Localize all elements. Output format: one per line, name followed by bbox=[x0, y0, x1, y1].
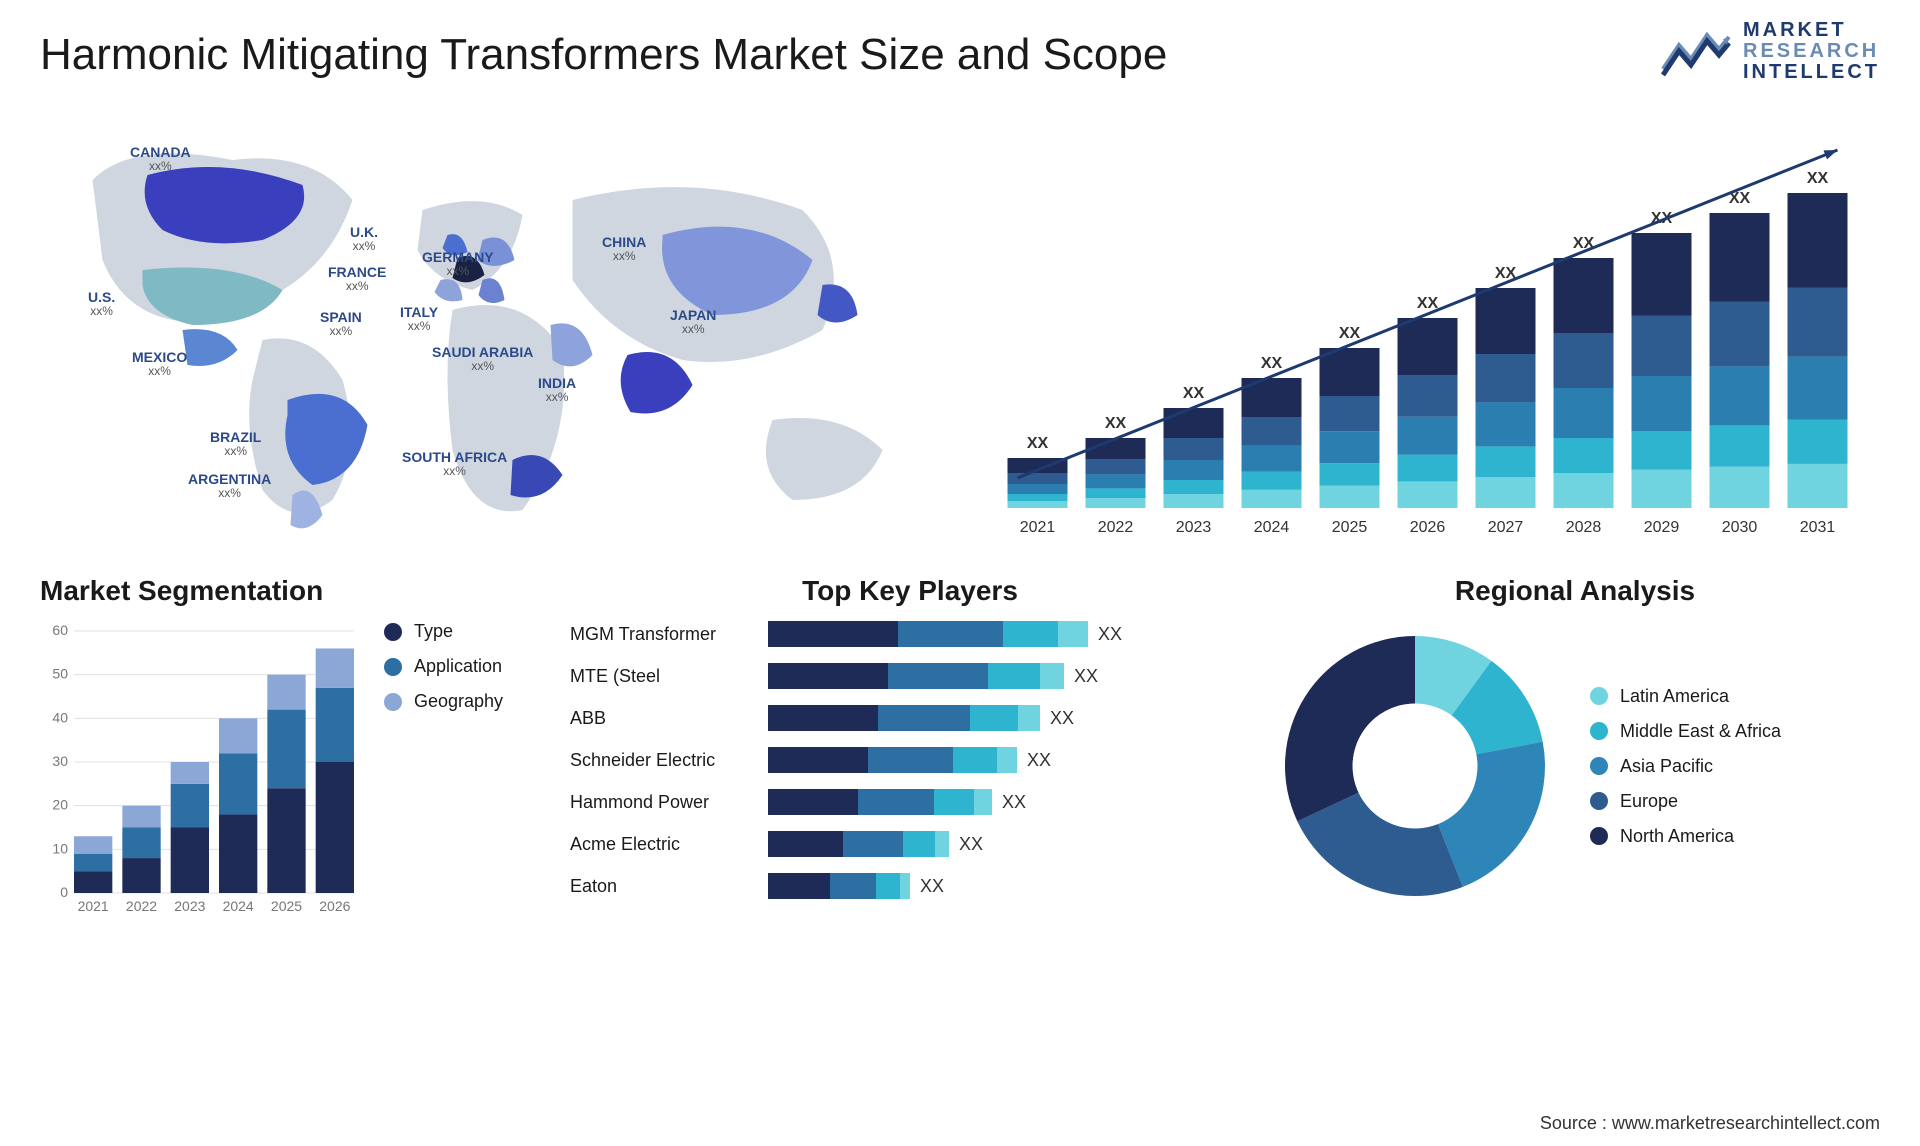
segmentation-panel: Market Segmentation 0 10 20 30 40 50 60 2021 202… bbox=[40, 575, 550, 921]
legend-item: Middle East & Africa bbox=[1590, 721, 1781, 742]
player-bar-row: XX bbox=[768, 663, 1250, 689]
donut-chart bbox=[1270, 621, 1560, 911]
logo-line2: RESEARCH bbox=[1743, 41, 1880, 62]
player-bar-row: XX bbox=[768, 621, 1250, 647]
svg-text:10: 10 bbox=[52, 840, 68, 856]
brand-logo: MARKET RESEARCH INTELLECT bbox=[1661, 20, 1880, 83]
player-value: XX bbox=[920, 876, 944, 897]
page-title: Harmonic Mitigating Transformers Market … bbox=[40, 30, 1167, 80]
map-label: JAPANxx% bbox=[670, 308, 716, 337]
svg-text:2031: 2031 bbox=[1800, 519, 1836, 536]
svg-text:30: 30 bbox=[52, 753, 68, 769]
svg-text:20: 20 bbox=[52, 797, 68, 813]
map-label: INDIAxx% bbox=[538, 376, 576, 405]
players-title: Top Key Players bbox=[570, 575, 1250, 607]
map-label: U.S.xx% bbox=[88, 290, 115, 319]
legend-item: Application bbox=[384, 656, 503, 677]
legend-item: North America bbox=[1590, 826, 1781, 847]
map-label: CANADAxx% bbox=[130, 145, 191, 174]
svg-text:2025: 2025 bbox=[271, 898, 302, 914]
player-name: Schneider Electric bbox=[570, 747, 760, 773]
region-panel: Regional Analysis Latin America Middle Ea… bbox=[1270, 575, 1880, 921]
svg-text:2028: 2028 bbox=[1566, 519, 1602, 536]
player-value: XX bbox=[1027, 750, 1051, 771]
region-legend: Latin America Middle East & Africa Asia Pa… bbox=[1590, 686, 1781, 847]
player-name: Hammond Power bbox=[570, 789, 760, 815]
player-value: XX bbox=[959, 834, 983, 855]
svg-text:2021: 2021 bbox=[78, 898, 109, 914]
map-label: CHINAxx% bbox=[602, 235, 646, 264]
svg-text:40: 40 bbox=[52, 709, 68, 725]
logo-icon bbox=[1661, 25, 1731, 79]
player-bar-row: XX bbox=[768, 789, 1250, 815]
player-bar-row: XX bbox=[768, 831, 1250, 857]
svg-text:50: 50 bbox=[52, 666, 68, 682]
svg-text:XX: XX bbox=[1807, 170, 1829, 187]
svg-text:2026: 2026 bbox=[1410, 519, 1446, 536]
svg-text:2030: 2030 bbox=[1722, 519, 1758, 536]
growth-chart-svg: XX2021XX2022XX2023XX2024XX2025XX2026XX20… bbox=[975, 120, 1880, 540]
map-label: SPAINxx% bbox=[320, 310, 362, 339]
player-value: XX bbox=[1002, 792, 1026, 813]
map-label: BRAZILxx% bbox=[210, 430, 261, 459]
players-panel: Top Key Players MGM Transformer MTE (Stee… bbox=[570, 575, 1250, 921]
svg-text:0: 0 bbox=[60, 884, 68, 900]
source-text: Source : www.marketresearchintellect.com bbox=[1540, 1113, 1880, 1134]
segmentation-legend: Type Application Geography bbox=[384, 621, 503, 712]
svg-text:2023: 2023 bbox=[174, 898, 205, 914]
map-label: SAUDI ARABIAxx% bbox=[432, 345, 533, 374]
svg-text:2026: 2026 bbox=[319, 898, 350, 914]
legend-item: Europe bbox=[1590, 791, 1781, 812]
map-label: GERMANYxx% bbox=[422, 250, 494, 279]
legend-item: Latin America bbox=[1590, 686, 1781, 707]
player-bar-row: XX bbox=[768, 873, 1250, 899]
world-map: CANADAxx% U.S.xx% MEXICOxx% BRAZILxx% ARGENT… bbox=[40, 120, 945, 545]
player-bar-row: XX bbox=[768, 705, 1250, 731]
map-label: ARGENTINAxx% bbox=[188, 472, 271, 501]
player-value: XX bbox=[1050, 708, 1074, 729]
legend-item: Type bbox=[384, 621, 503, 642]
segmentation-title: Market Segmentation bbox=[40, 575, 550, 607]
player-name: MGM Transformer bbox=[570, 621, 760, 647]
segmentation-chart: 0 10 20 30 40 50 60 2021 2022 2023 2024 2025 2026 bbox=[40, 621, 360, 921]
svg-text:XX: XX bbox=[1339, 325, 1361, 342]
svg-text:2021: 2021 bbox=[1020, 519, 1056, 536]
player-value: XX bbox=[1098, 624, 1122, 645]
player-name: Eaton bbox=[570, 873, 760, 899]
svg-text:2023: 2023 bbox=[1176, 519, 1212, 536]
legend-item: Geography bbox=[384, 691, 503, 712]
svg-text:2025: 2025 bbox=[1332, 519, 1368, 536]
logo-line1: MARKET bbox=[1743, 20, 1880, 41]
player-labels: MGM Transformer MTE (Steel ABB Schneider El… bbox=[570, 621, 760, 899]
map-label: SOUTH AFRICAxx% bbox=[402, 450, 507, 479]
logo-line3: INTELLECT bbox=[1743, 62, 1880, 83]
player-bar-row: XX bbox=[768, 747, 1250, 773]
map-label: U.K.xx% bbox=[350, 225, 378, 254]
growth-chart: XX2021XX2022XX2023XX2024XX2025XX2026XX20… bbox=[975, 120, 1880, 545]
svg-text:2024: 2024 bbox=[1254, 519, 1290, 536]
svg-text:2022: 2022 bbox=[126, 898, 157, 914]
svg-text:2029: 2029 bbox=[1644, 519, 1680, 536]
svg-text:2027: 2027 bbox=[1488, 519, 1524, 536]
svg-text:XX: XX bbox=[1183, 385, 1205, 402]
player-bars: XXXXXXXXXXXXXX bbox=[768, 621, 1250, 899]
player-name: Acme Electric bbox=[570, 831, 760, 857]
svg-text:2022: 2022 bbox=[1098, 519, 1134, 536]
legend-item: Asia Pacific bbox=[1590, 756, 1781, 777]
svg-text:XX: XX bbox=[1105, 415, 1127, 432]
svg-text:XX: XX bbox=[1027, 435, 1049, 452]
svg-text:XX: XX bbox=[1261, 355, 1283, 372]
map-label: FRANCExx% bbox=[328, 265, 386, 294]
player-name: MTE (Steel bbox=[570, 663, 760, 689]
player-name: ABB bbox=[570, 705, 760, 731]
map-label: MEXICOxx% bbox=[132, 350, 187, 379]
svg-text:2024: 2024 bbox=[223, 898, 254, 914]
svg-text:60: 60 bbox=[52, 622, 68, 638]
region-title: Regional Analysis bbox=[1270, 575, 1880, 607]
player-value: XX bbox=[1074, 666, 1098, 687]
map-label: ITALYxx% bbox=[400, 305, 438, 334]
